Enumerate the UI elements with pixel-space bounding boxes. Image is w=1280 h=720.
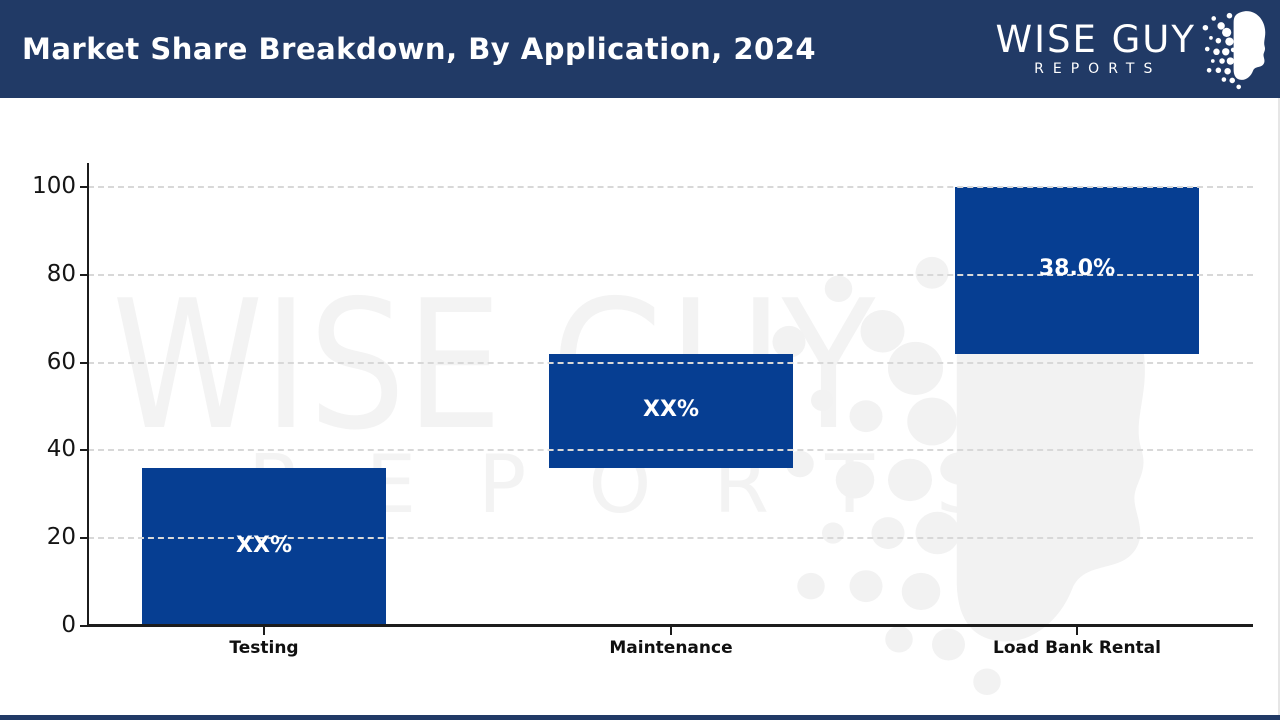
y-tick-0 — [80, 625, 88, 627]
y-tick-100 — [80, 186, 88, 188]
y-tick-label: 40 — [46, 436, 76, 463]
category-label-maintenance: Maintenance — [609, 638, 733, 658]
logo-wordmark: WISE GUY — [995, 17, 1196, 61]
y-tick-60 — [80, 361, 88, 364]
y-tick-label: 100 — [32, 173, 76, 199]
y-tick-20 — [80, 537, 88, 540]
x-tick-3 — [1076, 627, 1078, 635]
y-tick-80 — [80, 273, 88, 276]
page-title: Market Share Breakdown, By Application, … — [22, 32, 817, 66]
gridline-80 — [88, 273, 1253, 276]
y-tick-label: 60 — [46, 348, 76, 375]
footer-bar — [0, 715, 1280, 720]
logo-subtitle: REPORTS — [1034, 61, 1162, 78]
x-tick-2 — [670, 627, 672, 635]
gridline-100 — [88, 186, 1253, 188]
y-tick-40 — [80, 449, 88, 452]
gridline-40 — [88, 449, 1253, 452]
gridline-20 — [88, 537, 1253, 540]
gridline-60 — [88, 361, 1253, 364]
y-tick-label: 20 — [46, 524, 76, 551]
x-axis-spine — [88, 624, 1253, 627]
bar-maintenance — [549, 353, 793, 468]
bar-value-label: XX% — [236, 532, 292, 558]
wiseguy-logo: WISE GUY REPORTS — [996, 4, 1272, 94]
wiseguy-face-icon — [1202, 11, 1266, 90]
x-tick-1 — [263, 627, 265, 635]
y-tick-label: 0 — [61, 612, 76, 638]
bar-value-label: XX% — [643, 396, 699, 422]
bar-testing — [142, 467, 386, 626]
y-axis-spine — [87, 163, 89, 626]
bar-value-label: 38.0% — [1038, 256, 1116, 282]
header: Market Share Breakdown, By Application, … — [0, 0, 1280, 98]
category-label-load-bank-rental: Load Bank Rental — [993, 638, 1161, 658]
category-label-testing: Testing — [229, 638, 299, 658]
y-tick-label: 80 — [46, 260, 76, 287]
logo-text: WISE GUY REPORTS — [995, 17, 1196, 78]
